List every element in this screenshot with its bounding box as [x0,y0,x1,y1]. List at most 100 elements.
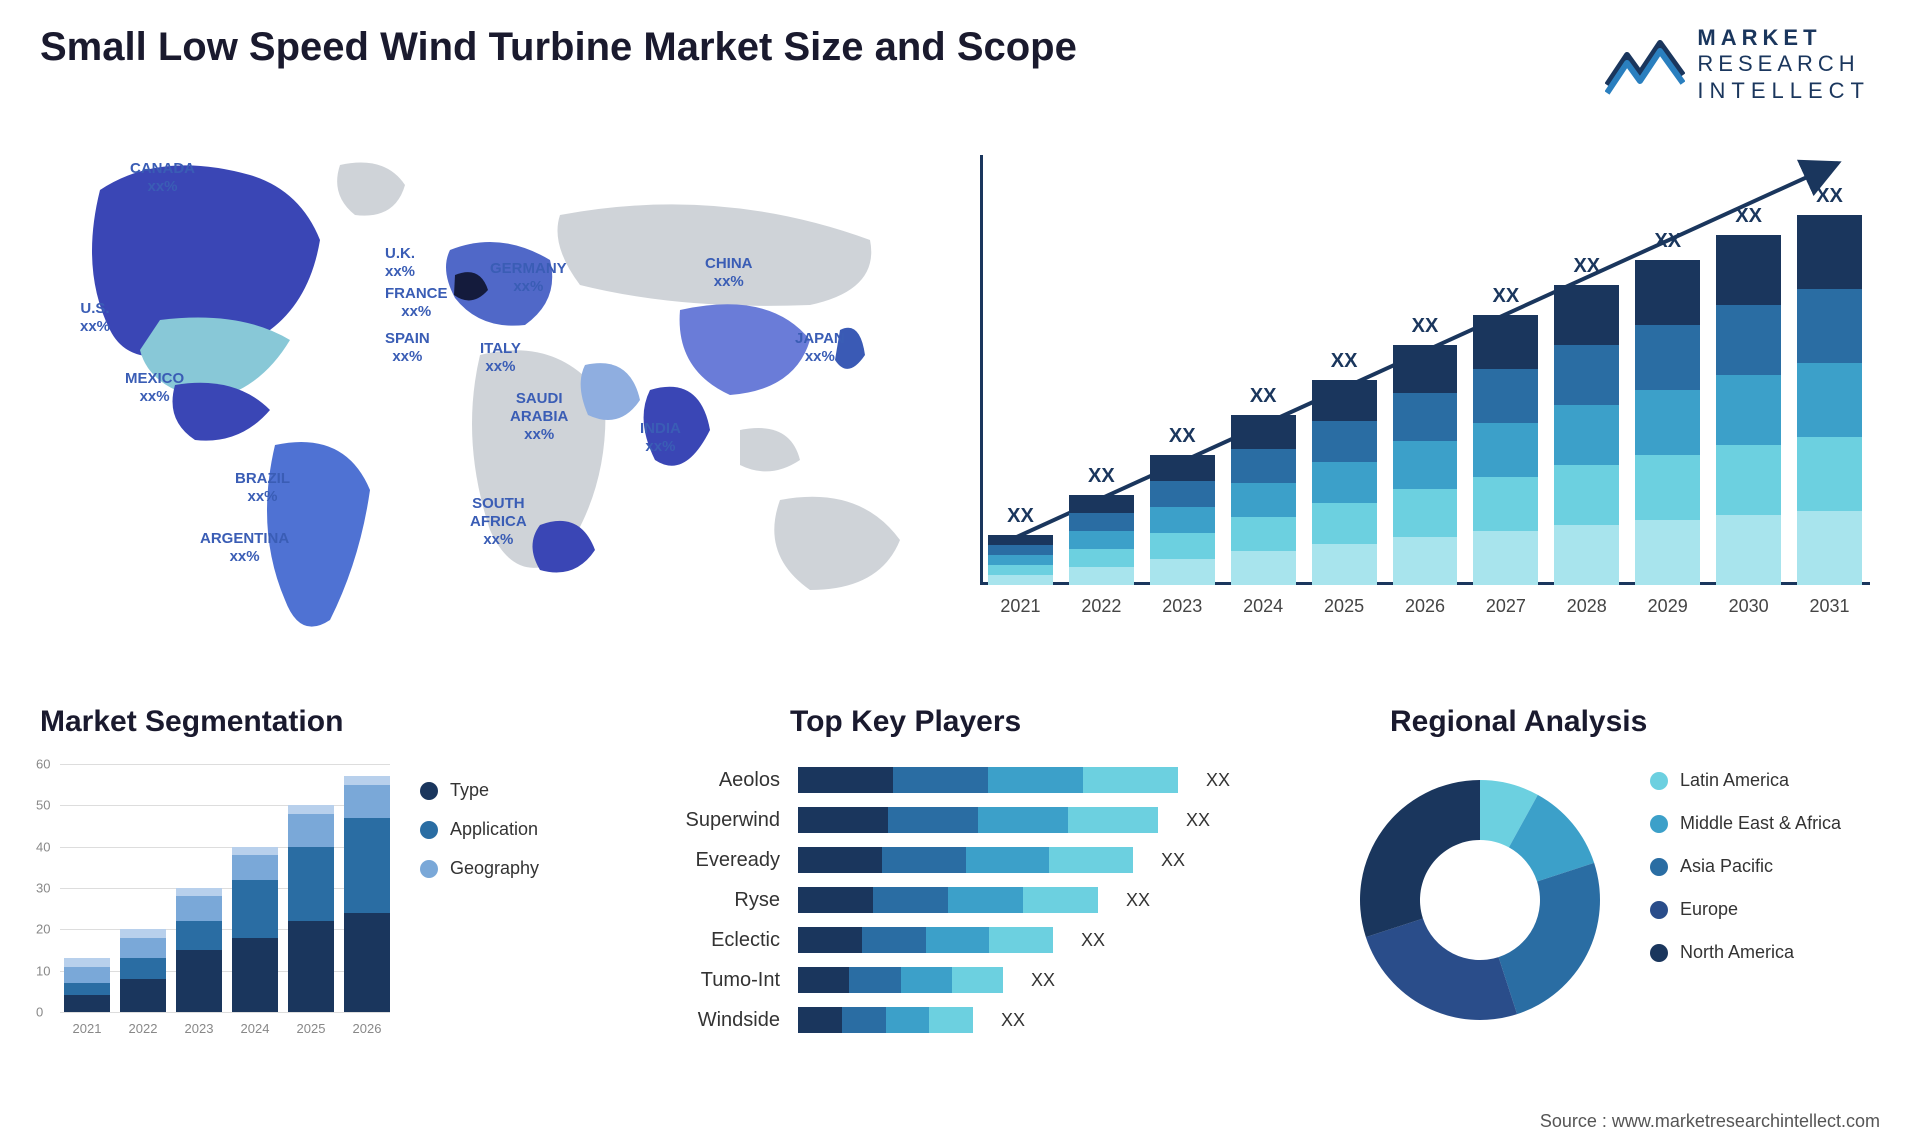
seg-bar-2024: 2024 [232,847,278,1012]
segmentation-chart: 0102030405060 202120222023202420252026 [40,760,390,1040]
seg-legend-label: Type [450,780,489,801]
donut-slice [1499,863,1600,1014]
seg-legend-item: Type [420,780,539,801]
region-legend-label: Asia Pacific [1680,856,1773,877]
world-map: CANADAxx%U.S.xx%MEXICOxx%BRAZILxx%ARGENT… [40,130,940,650]
region-legend-label: North America [1680,942,1794,963]
player-bar [798,847,1133,873]
player-bar [798,767,1178,793]
player-name: Aeolos [640,769,780,792]
main-bar-year: 2028 [1554,596,1619,617]
map-label-canada: CANADAxx% [130,160,195,196]
player-name: Eveready [640,849,780,872]
region-legend-item: Europe [1650,899,1841,920]
region-legend-item: North America [1650,942,1841,963]
donut-slice [1360,780,1480,937]
map-label-japan: JAPANxx% [795,330,845,366]
page-title: Small Low Speed Wind Turbine Market Size… [40,25,1077,70]
main-bar-value: XX [1797,185,1862,208]
main-bar-2026: 2026XX [1393,345,1458,585]
seg-bar-year: 2023 [176,1021,222,1036]
main-bar-value: XX [1393,315,1458,338]
main-bar-2031: 2031XX [1797,215,1862,585]
map-label-saudi-arabia: SAUDIARABIAxx% [510,390,568,444]
seg-legend-item: Geography [420,858,539,879]
seg-ytick: 10 [36,963,50,978]
player-row: RyseXX [640,880,1280,920]
main-bar-year: 2023 [1150,596,1215,617]
player-row: Eveready XX [640,840,1280,880]
player-row: SuperwindXX [640,800,1280,840]
main-bar-year: 2031 [1797,596,1862,617]
main-bar-year: 2030 [1716,596,1781,617]
map-label-brazil: BRAZILxx% [235,470,290,506]
main-bar-2024: 2024XX [1231,415,1296,585]
player-bar [798,887,1098,913]
main-bar-value: XX [1473,285,1538,308]
main-bar-2029: 2029XX [1635,260,1700,585]
logo-line1: MARKET [1697,25,1870,51]
player-bar [798,1007,973,1033]
swatch-icon [1650,944,1668,962]
player-name: Superwind [640,809,780,832]
main-bar-value: XX [1069,465,1134,488]
swatch-icon [1650,901,1668,919]
map-label-france: FRANCExx% [385,285,448,321]
main-bar-year: 2021 [988,596,1053,617]
seg-bar-year: 2025 [288,1021,334,1036]
main-bar-2027: 2027XX [1473,315,1538,585]
swatch-icon [420,782,438,800]
map-label-germany: GERMANYxx% [490,260,567,296]
player-name: Eclectic [640,929,780,952]
swatch-icon [420,860,438,878]
region-legend-item: Latin America [1650,770,1841,791]
main-bar-value: XX [1150,425,1215,448]
brand-logo: MARKET RESEARCH INTELLECT [1605,25,1870,104]
seg-bar-2022: 2022 [120,929,166,1012]
logo-line2: RESEARCH [1697,51,1870,77]
seg-bar-year: 2024 [232,1021,278,1036]
region-legend-label: Europe [1680,899,1738,920]
main-bar-year: 2022 [1069,596,1134,617]
source-text: Source : www.marketresearchintellect.com [1540,1111,1880,1132]
main-bar-2025: 2025XX [1312,380,1377,585]
map-label-south-africa: SOUTHAFRICAxx% [470,495,527,549]
player-bar [798,927,1053,953]
map-label-u-k-: U.K.xx% [385,245,415,281]
regional-title: Regional Analysis [1390,705,1647,739]
seg-bar-2026: 2026 [344,776,390,1012]
seg-ytick: 60 [36,757,50,772]
map-label-italy: ITALYxx% [480,340,521,376]
seg-bar-year: 2026 [344,1021,390,1036]
players-chart: AeolosXXSuperwindXXEvereadyXXRyseXXEclec… [640,760,1280,1040]
main-bar-value: XX [1231,385,1296,408]
player-value: XX [1081,930,1105,951]
segmentation-title: Market Segmentation [40,705,343,739]
donut-slice [1366,919,1517,1020]
main-bar-value: XX [1635,230,1700,253]
seg-ytick: 20 [36,922,50,937]
segmentation-legend: Type Application Geography [420,780,539,897]
logo-mark-icon [1605,35,1685,95]
seg-legend-label: Application [450,819,538,840]
player-row: WindsideXX [640,1000,1280,1040]
player-value: XX [1161,850,1185,871]
logo-line3: INTELLECT [1697,78,1870,104]
seg-bar-year: 2021 [64,1021,110,1036]
main-bar-2023: 2023XX [1150,455,1215,585]
main-bar-value: XX [1312,350,1377,373]
swatch-icon [1650,815,1668,833]
swatch-icon [420,821,438,839]
map-label-argentina: ARGENTINAxx% [200,530,289,566]
main-bar-2028: 2028XX [1554,285,1619,585]
main-bar-value: XX [1554,255,1619,278]
player-value: XX [1126,890,1150,911]
player-row: Eclectic XX [640,920,1280,960]
market-size-chart: 2021XX2022XX2023XX2024XX2025XX2026XX2027… [980,145,1870,625]
map-label-mexico: MEXICOxx% [125,370,184,406]
main-bar-year: 2026 [1393,596,1458,617]
seg-bar-2025: 2025 [288,805,334,1012]
main-bar-year: 2024 [1231,596,1296,617]
player-value: XX [1206,770,1230,791]
map-label-china: CHINAxx% [705,255,753,291]
